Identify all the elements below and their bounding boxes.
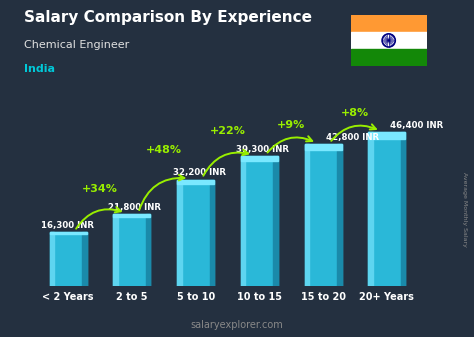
Text: +8%: +8% [341,109,369,118]
Bar [113,214,118,286]
Text: India: India [24,64,55,74]
Bar [368,132,373,286]
Bar [368,132,405,139]
Bar [241,156,278,286]
Text: +48%: +48% [146,145,182,155]
Bar [305,144,342,286]
Bar [177,180,214,184]
Text: Salary Comparison By Experience: Salary Comparison By Experience [24,10,312,25]
Bar [305,144,342,150]
Text: 42,800 INR: 42,800 INR [326,133,379,142]
Text: +22%: +22% [210,126,246,136]
Text: Average Monthly Salary: Average Monthly Salary [462,172,467,246]
Bar [177,180,182,286]
Bar [241,156,278,161]
Bar [210,180,214,286]
Text: 21,800 INR: 21,800 INR [108,203,161,212]
Bar [50,232,87,235]
Bar [82,232,87,286]
Bar [368,132,405,286]
Bar [146,214,150,286]
Bar [305,144,309,286]
Bar [113,214,150,217]
Bar [351,32,427,49]
Bar [113,214,150,286]
Bar [401,132,405,286]
Text: 16,300 INR: 16,300 INR [41,221,94,230]
Text: Chemical Engineer: Chemical Engineer [24,40,129,51]
Bar [351,15,427,32]
Bar [337,144,342,286]
Bar [351,49,427,66]
Bar [273,156,278,286]
Text: 32,200 INR: 32,200 INR [173,168,226,177]
Text: +34%: +34% [82,184,118,194]
Text: +9%: +9% [277,120,305,130]
Bar [177,180,214,286]
Bar [241,156,246,286]
Bar [50,232,87,286]
Text: 39,300 INR: 39,300 INR [237,145,290,154]
Text: salaryexplorer.com: salaryexplorer.com [191,320,283,330]
Bar [50,232,54,286]
Text: 46,400 INR: 46,400 INR [390,121,443,130]
